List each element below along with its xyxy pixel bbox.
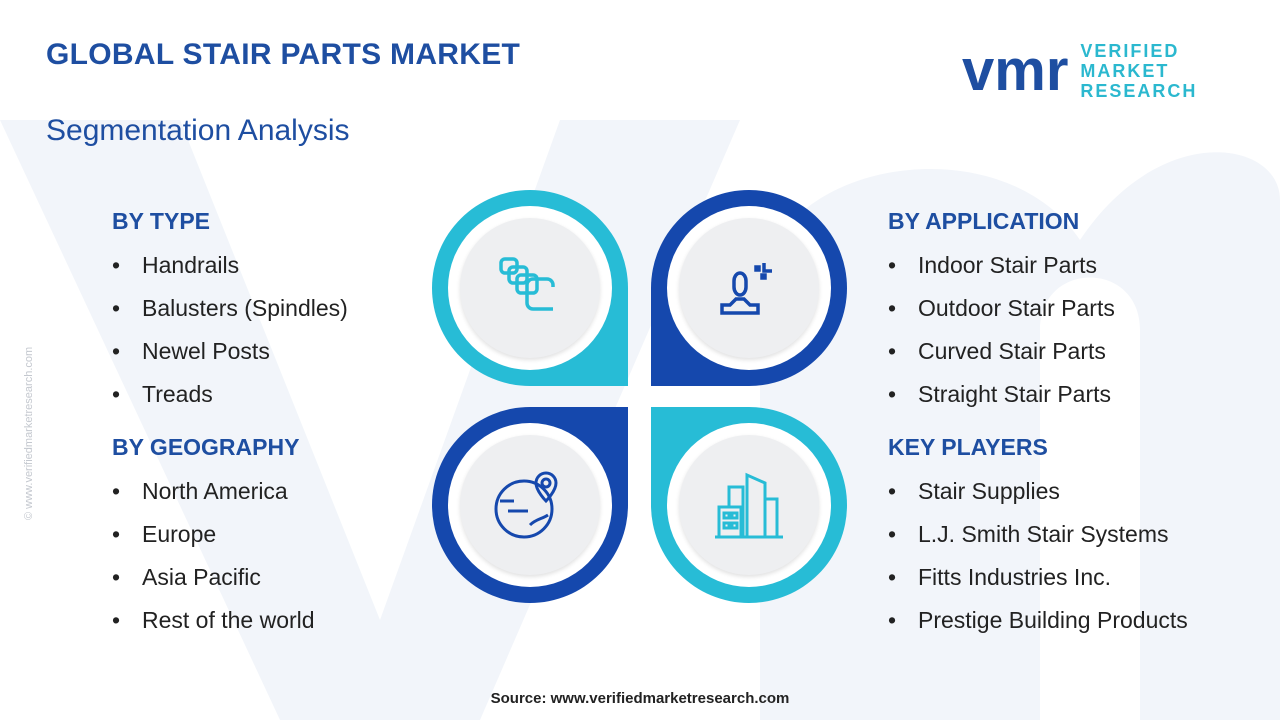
list-item: Outdoor Stair Parts	[888, 295, 1115, 338]
list-item: Prestige Building Products	[888, 607, 1188, 650]
application-quadrant	[651, 190, 847, 386]
list-item: Asia Pacific	[112, 564, 315, 607]
logo: vmr VERIFIED MARKET RESEARCH	[962, 40, 1197, 102]
list-item: Fitts Industries Inc.	[888, 564, 1188, 607]
section-by-geography: BY GEOGRAPHY North AmericaEuropeAsia Pac…	[112, 434, 315, 650]
list-item: Balusters (Spindles)	[112, 295, 348, 338]
list-item: L.J. Smith Stair Systems	[888, 521, 1188, 564]
geography-quadrant	[432, 407, 628, 603]
page-subtitle: Segmentation Analysis	[46, 114, 350, 147]
buildings-icon	[715, 472, 783, 539]
section-by-application: BY APPLICATION Indoor Stair PartsOutdoor…	[888, 208, 1115, 424]
list-item: Straight Stair Parts	[888, 381, 1115, 424]
type-quadrant	[432, 190, 628, 386]
list-item: Treads	[112, 381, 348, 424]
stair-parts-icon	[499, 257, 555, 311]
logo-text: MARKET	[1080, 61, 1170, 81]
side-watermark: © www.verifiedmarketresearch.com	[23, 346, 35, 520]
logo-mark: vmr	[962, 38, 1069, 103]
logo-text: VERIFIED	[1080, 41, 1180, 61]
logo-text: RESEARCH	[1080, 81, 1198, 101]
list-item: Newel Posts	[112, 338, 348, 381]
key-players-quadrant	[651, 407, 847, 603]
list-item: Indoor Stair Parts	[888, 252, 1115, 295]
source-caption: Source: www.verifiedmarketresearch.com	[490, 690, 790, 707]
list-item: North America	[112, 478, 315, 521]
list-item: Stair Supplies	[888, 478, 1188, 521]
section-heading: BY GEOGRAPHY	[112, 434, 300, 460]
list-item: Curved Stair Parts	[888, 338, 1115, 381]
section-key-players: KEY PLAYERS Stair SuppliesL.J. Smith Sta…	[888, 434, 1188, 650]
page-title: GLOBAL STAIR PARTS MARKET	[46, 38, 521, 71]
list-item: Handrails	[112, 252, 348, 295]
globe-location-icon	[494, 471, 558, 539]
section-by-type: BY TYPE HandrailsBalusters (Spindles)New…	[112, 208, 348, 424]
section-heading: KEY PLAYERS	[888, 434, 1048, 460]
list-item: Rest of the world	[112, 607, 315, 650]
list-item: Europe	[112, 521, 315, 564]
section-heading: BY APPLICATION	[888, 208, 1080, 234]
section-heading: BY TYPE	[112, 208, 210, 234]
person-icon	[720, 263, 772, 315]
